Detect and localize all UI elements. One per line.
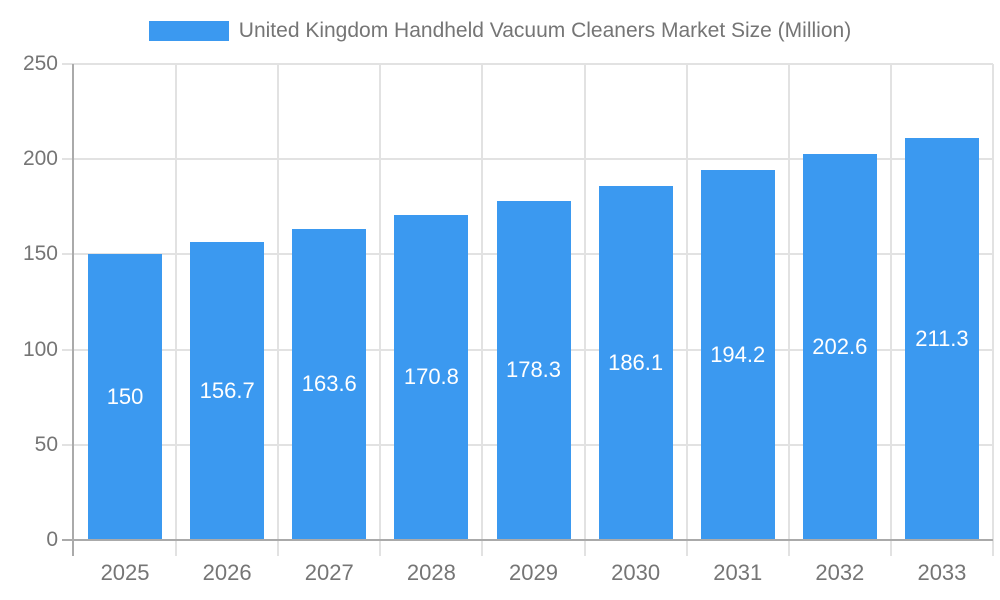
x-gridline [379,64,382,556]
bar-value-label: 211.3 [915,325,969,351]
x-tick-label: 2028 [406,560,456,585]
x-tick-label: 2026 [202,560,252,585]
bar[interactable] [190,241,265,540]
x-tick-label: 2031 [713,560,763,585]
legend-swatch [148,21,229,41]
bar[interactable] [496,200,571,540]
y-tick-label: 200 [22,147,58,171]
bar[interactable] [802,154,877,540]
x-tick-label: 2030 [611,560,661,585]
y-tick-label: 150 [22,242,58,266]
bar[interactable] [292,228,367,540]
x-gridline [889,64,892,556]
chart-title: United Kingdom Handheld Vacuum Cleaners … [238,19,852,42]
bar[interactable] [394,214,469,540]
x-tick-label: 2029 [509,560,558,585]
bar-value-label: 163.6 [301,371,357,397]
legend[interactable]: United Kingdom Handheld Vacuum Cleaners … [0,19,1000,43]
x-tick-label: 2032 [815,560,865,585]
x-axis-line [62,539,993,541]
bar[interactable] [598,185,673,540]
y-tick-label: 100 [22,337,58,361]
bar-value-label: 194.2 [710,342,766,368]
x-tick-label: 2025 [100,560,150,585]
bar[interactable] [904,137,979,540]
bar-value-label: 170.8 [403,364,459,390]
x-gridline [787,64,790,556]
bar-value-label: 150 [106,384,144,410]
bar-value-label: 186.1 [608,349,664,375]
y-gridline [62,158,993,161]
x-tick-label: 2027 [304,560,354,585]
bar-value-label: 156.7 [199,377,255,403]
y-tick-label: 50 [34,432,58,456]
x-tick-label: 2033 [917,560,967,585]
y-gridline [62,63,993,65]
y-axis-line [72,64,74,556]
x-gridline [583,64,586,556]
bar-value-label: 178.3 [505,357,562,383]
x-gridline [481,64,484,556]
x-gridline [175,64,178,556]
bar[interactable] [88,254,163,540]
x-gridline [992,64,994,556]
bar-value-label: 202.6 [812,334,868,360]
y-tick-label: 0 [46,528,58,551]
x-gridline [277,64,280,556]
x-gridline [685,64,688,556]
bar[interactable] [700,170,775,540]
y-tick-label: 250 [22,52,58,75]
